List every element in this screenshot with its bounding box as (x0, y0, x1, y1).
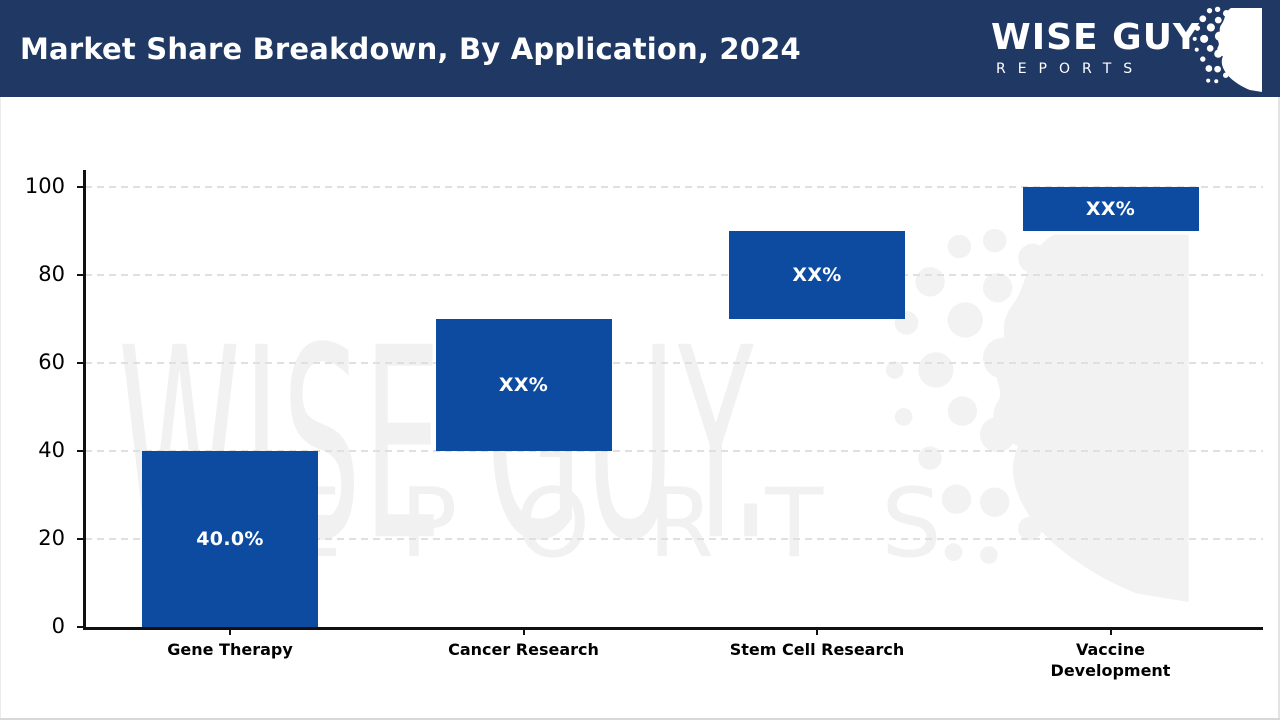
gridline (85, 186, 1263, 188)
y-tick-mark (77, 450, 85, 452)
page-title: Market Share Breakdown, By Application, … (20, 31, 801, 66)
page-bottom-border (0, 718, 1280, 720)
x-tick-label-line: Vaccine (1076, 640, 1145, 659)
bar-value-label: XX% (792, 264, 842, 286)
x-tick-label: Stem Cell Research (729, 640, 905, 659)
header: Market Share Breakdown, By Application, … (0, 0, 1280, 97)
bar-value-label: 40.0% (196, 528, 264, 550)
x-tick-label: Cancer Research (448, 640, 599, 659)
logo-face-icon (1192, 6, 1262, 92)
logo-wordmark: WISE GUY (990, 17, 1200, 58)
chart-area: 0 20 40 60 80 100 40.0% Gene Therapy XX% Cancer R… (0, 97, 1280, 720)
x-tick-label: Gene Therapy (167, 640, 293, 659)
y-tick-mark (77, 538, 85, 540)
y-tick-label: 60 (38, 350, 65, 374)
gridline (85, 450, 1263, 452)
page-right-border (1278, 97, 1280, 720)
logo-subtext: REPORTS (995, 61, 1145, 77)
chart-region: WISE GUY. REPORTS 0 20 40 60 80 100 40.0% Gene … (0, 97, 1280, 720)
y-tick-label: 80 (38, 262, 65, 286)
y-tick-mark (77, 274, 85, 276)
bar-segment: XX% (1022, 187, 1199, 231)
y-tick-label: 0 (51, 614, 65, 638)
x-tick-mark (522, 629, 525, 635)
x-tick-label: Vaccine Development (1001, 640, 1221, 682)
y-tick-mark (77, 362, 85, 364)
brand-logo: WISE GUY REPORTS (991, 5, 1262, 93)
gridline (85, 538, 1263, 540)
y-tick-mark (77, 626, 85, 628)
page-left-border (0, 97, 1, 720)
logo-wordmark-block: WISE GUY REPORTS (990, 17, 1200, 78)
x-tick-mark (1109, 629, 1112, 635)
x-tick-mark (816, 629, 818, 635)
x-tick-label-line: Development (1050, 660, 1171, 680)
bar-value-label: XX% (498, 374, 549, 396)
gridline (85, 274, 1263, 276)
bar-segment: XX% (729, 231, 905, 319)
y-tick-mark (77, 186, 85, 188)
x-axis-line (83, 627, 1263, 630)
y-tick-label: 40 (38, 438, 65, 462)
x-tick-mark (229, 629, 231, 635)
gridline (85, 362, 1263, 364)
bar-value-label: XX% (1085, 198, 1136, 220)
bar-segment: XX% (435, 319, 612, 451)
y-axis-line (83, 170, 86, 629)
y-tick-label: 20 (38, 526, 65, 550)
y-tick-label: 100 (24, 174, 65, 198)
bar-segment: 40.0% (142, 451, 318, 627)
